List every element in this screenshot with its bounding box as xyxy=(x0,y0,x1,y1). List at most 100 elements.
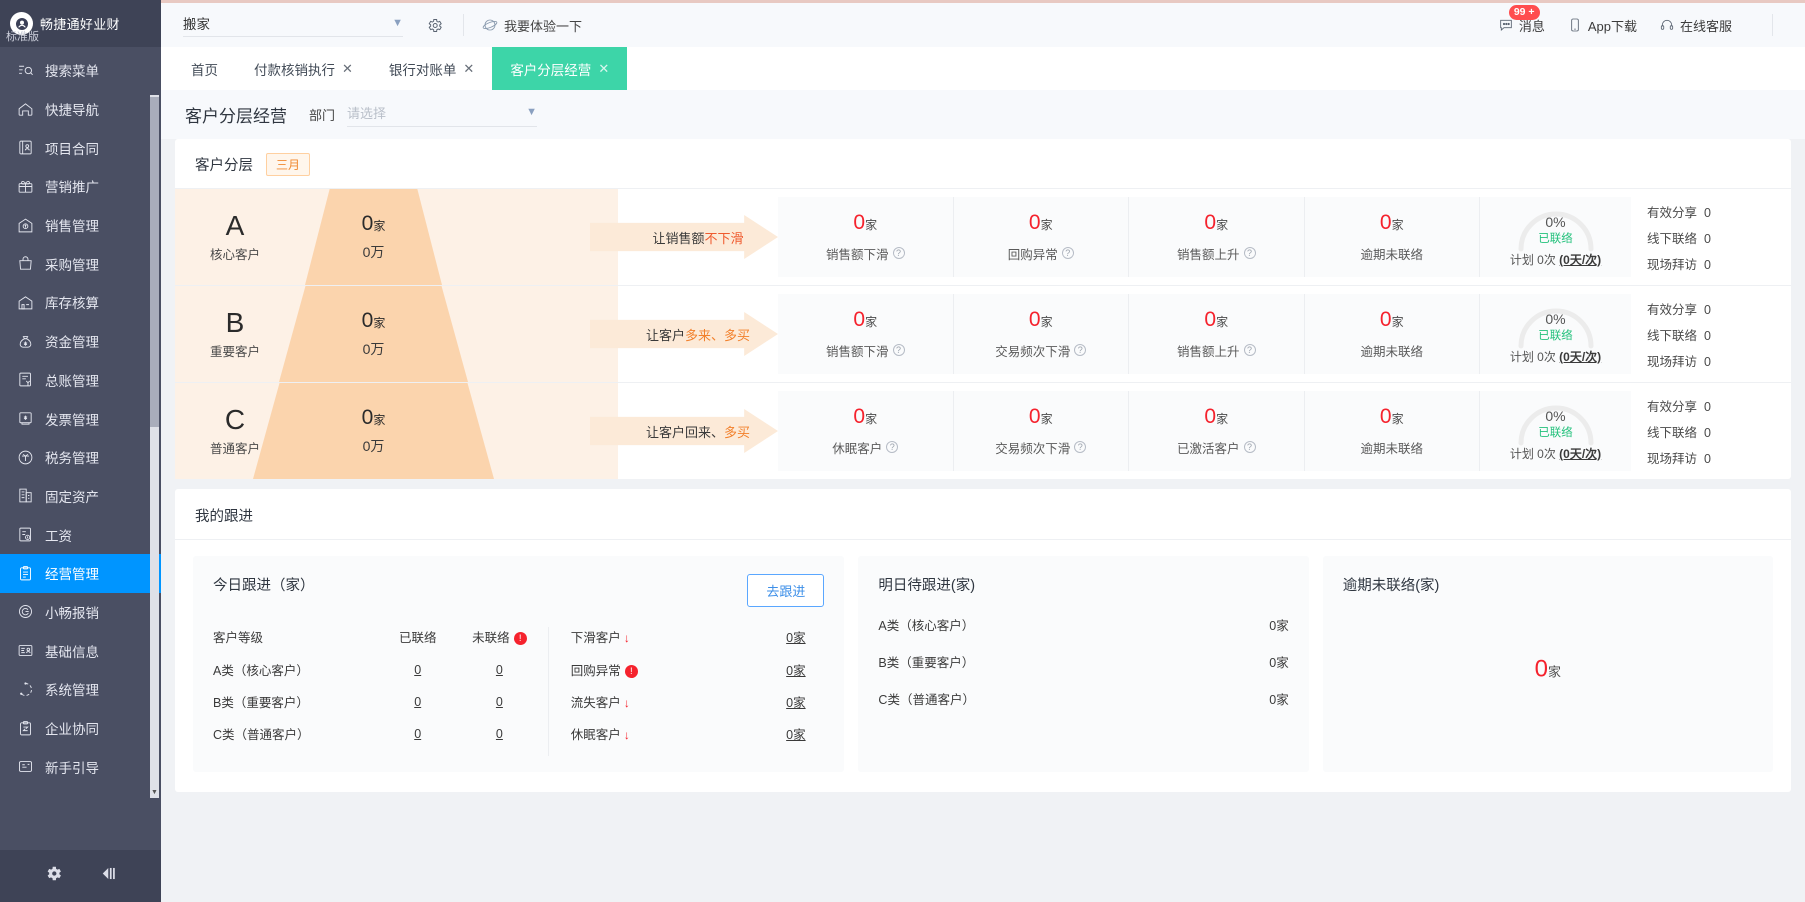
tier-contacts-c: 有效分享 0 线下联络 0 现场拜访 0 xyxy=(1631,383,1791,479)
metric-label: 已激活客户 xyxy=(1176,441,1240,456)
metric-label: 销售额下滑 xyxy=(825,344,889,359)
metric-unit: 家 xyxy=(1040,218,1053,233)
sidebar: 畅捷通好业财 标准版 搜索菜单 快捷导航 项目合同 营销推广 销售管理 采购管理 xyxy=(0,0,161,902)
metric-cell[interactable]: 0家 回购异常? xyxy=(954,197,1129,277)
sidebar-scroll-down[interactable]: ▼ xyxy=(150,786,159,798)
row-uncontacted[interactable]: 0 xyxy=(495,662,503,677)
metric-value: 0 xyxy=(1379,308,1392,332)
building-icon xyxy=(17,487,34,504)
contact-value: 0 xyxy=(1704,205,1711,220)
help-icon[interactable]: ? xyxy=(1243,247,1256,260)
sidebar-item-marketing[interactable]: 营销推广 xyxy=(0,167,161,206)
tab-close-icon[interactable]: ✕ xyxy=(598,60,610,76)
row-contacted[interactable]: 0 xyxy=(414,694,422,709)
goto-followup-button[interactable]: 去跟进 xyxy=(747,574,825,607)
metric-cell[interactable]: 0家 销售额上升? xyxy=(1129,197,1305,277)
metric-cell[interactable]: 0家 销售额下滑? xyxy=(778,294,954,374)
month-badge[interactable]: 三月 xyxy=(266,153,311,176)
col-header-declining-value[interactable]: 0家 xyxy=(786,631,806,645)
metric-cell[interactable]: 0家 逾期未联络 xyxy=(1305,197,1480,277)
sidebar-item-project-contract[interactable]: 项目合同 xyxy=(0,128,161,167)
help-icon[interactable]: ? xyxy=(886,441,899,454)
tab-customer-tiering[interactable]: 客户分层经营 ✕ xyxy=(492,47,628,90)
row-risk-value[interactable]: 0家 xyxy=(786,696,806,710)
sidebar-item-search-menu[interactable]: 搜索菜单 xyxy=(0,51,161,90)
metric-cell[interactable]: 0家 交易频次下滑? xyxy=(954,391,1129,471)
tab-home[interactable]: 首页 xyxy=(173,47,236,90)
sidebar-item-invoice[interactable]: 发票管理 xyxy=(0,399,161,438)
metric-cell[interactable]: 0家 销售额下滑? xyxy=(778,197,954,277)
sidebar-scroll-thumb[interactable] xyxy=(150,97,159,427)
sidebar-item-beginner-guide[interactable]: 新手引导 xyxy=(0,747,161,786)
row-contacted[interactable]: 0 xyxy=(414,726,422,741)
collab-icon xyxy=(17,720,34,737)
help-icon[interactable]: ? xyxy=(1074,441,1087,454)
department-select[interactable]: 请选择 ▼ xyxy=(347,103,538,127)
sidebar-item-tax[interactable]: 税务管理 xyxy=(0,438,161,477)
contact-label: 线下联络 xyxy=(1647,231,1698,246)
tab-close-icon[interactable]: ✕ xyxy=(463,60,475,76)
gauge-plan-link[interactable]: (0天/次) xyxy=(1559,446,1602,461)
clipboard-icon xyxy=(17,565,34,582)
reimburse-icon xyxy=(17,603,34,620)
row-contacted[interactable]: 0 xyxy=(414,662,422,677)
messages-button[interactable]: 消息 99 + xyxy=(1498,4,1545,35)
sidebar-item-system[interactable]: 系统管理 xyxy=(0,670,161,709)
org-selector[interactable]: 搬家 ▼ xyxy=(183,13,403,37)
metric-cell[interactable]: 0家 已激活客户? xyxy=(1129,391,1305,471)
metric-cell[interactable]: 0家 休眠客户? xyxy=(778,391,954,471)
help-icon[interactable]: ? xyxy=(892,344,905,357)
sidebar-item-basic-info[interactable]: 基础信息 xyxy=(0,631,161,670)
sidebar-item-collaboration[interactable]: 企业协同 xyxy=(0,709,161,748)
tier-count: 0 xyxy=(361,212,374,236)
sidebar-item-label: 系统管理 xyxy=(45,683,99,699)
help-icon[interactable]: ? xyxy=(1074,344,1087,357)
sidebar-item-reimbursement[interactable]: 小畅报销 xyxy=(0,593,161,632)
metric-cell[interactable]: 0家 销售额上升? xyxy=(1129,294,1305,374)
row-uncontacted[interactable]: 0 xyxy=(495,694,503,709)
sidebar-item-inventory[interactable]: 库存核算 xyxy=(0,283,161,322)
brand-header: 畅捷通好业财 标准版 xyxy=(0,0,161,47)
gauge-plan-link[interactable]: (0天/次) xyxy=(1559,349,1602,364)
sidebar-item-label: 税务管理 xyxy=(45,451,99,467)
metric-label: 销售额下滑 xyxy=(825,247,889,262)
warehouse-icon xyxy=(17,294,34,311)
sidebar-item-label: 采购管理 xyxy=(45,257,99,273)
help-icon[interactable]: ? xyxy=(1243,441,1256,454)
sales-icon xyxy=(17,217,34,234)
gauge-plan-link[interactable]: (0天/次) xyxy=(1559,252,1602,267)
metric-cell[interactable]: 0家 逾期未联络 xyxy=(1305,391,1480,471)
help-icon[interactable]: ? xyxy=(892,247,905,260)
metric-unit: 家 xyxy=(1040,412,1053,427)
sidebar-item-purchase[interactable]: 采购管理 xyxy=(0,244,161,283)
sidebar-item-ledger[interactable]: 总账管理 xyxy=(0,361,161,400)
tab-bank-statement[interactable]: 银行对账单 ✕ xyxy=(371,47,492,90)
table-row: A类（核心客户） 0 0 xyxy=(213,660,548,692)
today-risk-table: 下滑客户 ↓ 0家 回购异常! 0家 流失客户 ↓ xyxy=(547,627,825,756)
row-risk-value[interactable]: 0家 xyxy=(786,664,806,678)
row-risk-value[interactable]: 0家 xyxy=(786,728,806,742)
sidebar-item-business-management[interactable]: 经营管理 xyxy=(0,553,161,593)
settings-gear-icon[interactable] xyxy=(44,864,63,888)
tier-funnel-a: A 核心客户 0家 0万 xyxy=(175,189,618,285)
sidebar-item-fixed-assets[interactable]: 固定资产 xyxy=(0,477,161,516)
online-support-button[interactable]: 在线客服 xyxy=(1659,16,1732,35)
content-scroll-area[interactable]: 客户分层 三月 A 核心客户 0家 0万 xyxy=(161,139,1805,902)
sidebar-item-sales[interactable]: 销售管理 xyxy=(0,206,161,245)
metric-cell[interactable]: 0家 逾期未联络 xyxy=(1305,294,1480,374)
help-icon[interactable]: ? xyxy=(1243,344,1256,357)
tab-payment-verification[interactable]: 付款核销执行 ✕ xyxy=(236,47,371,90)
row-uncontacted[interactable]: 0 xyxy=(495,726,503,741)
help-icon[interactable]: ? xyxy=(1061,247,1074,260)
sidebar-item-payroll[interactable]: 工资 xyxy=(0,515,161,554)
tab-close-icon[interactable]: ✕ xyxy=(342,60,353,76)
collapse-icon[interactable] xyxy=(98,864,117,888)
experience-button[interactable]: 我要体验一下 xyxy=(482,16,582,35)
sidebar-scrollbar[interactable] xyxy=(150,97,159,798)
org-settings-icon[interactable] xyxy=(423,14,445,36)
sidebar-item-quick-nav[interactable]: 快捷导航 xyxy=(0,90,161,129)
sidebar-item-funds[interactable]: 资金管理 xyxy=(0,322,161,361)
metric-cell[interactable]: 0家 交易频次下滑? xyxy=(954,294,1129,374)
app-download-button[interactable]: App下载 xyxy=(1567,16,1637,35)
tier-metrics-c: 0家 休眠客户? 0家 交易频次下滑? 0家 已激活客户? 0家 逾期未联络 xyxy=(778,391,1479,471)
